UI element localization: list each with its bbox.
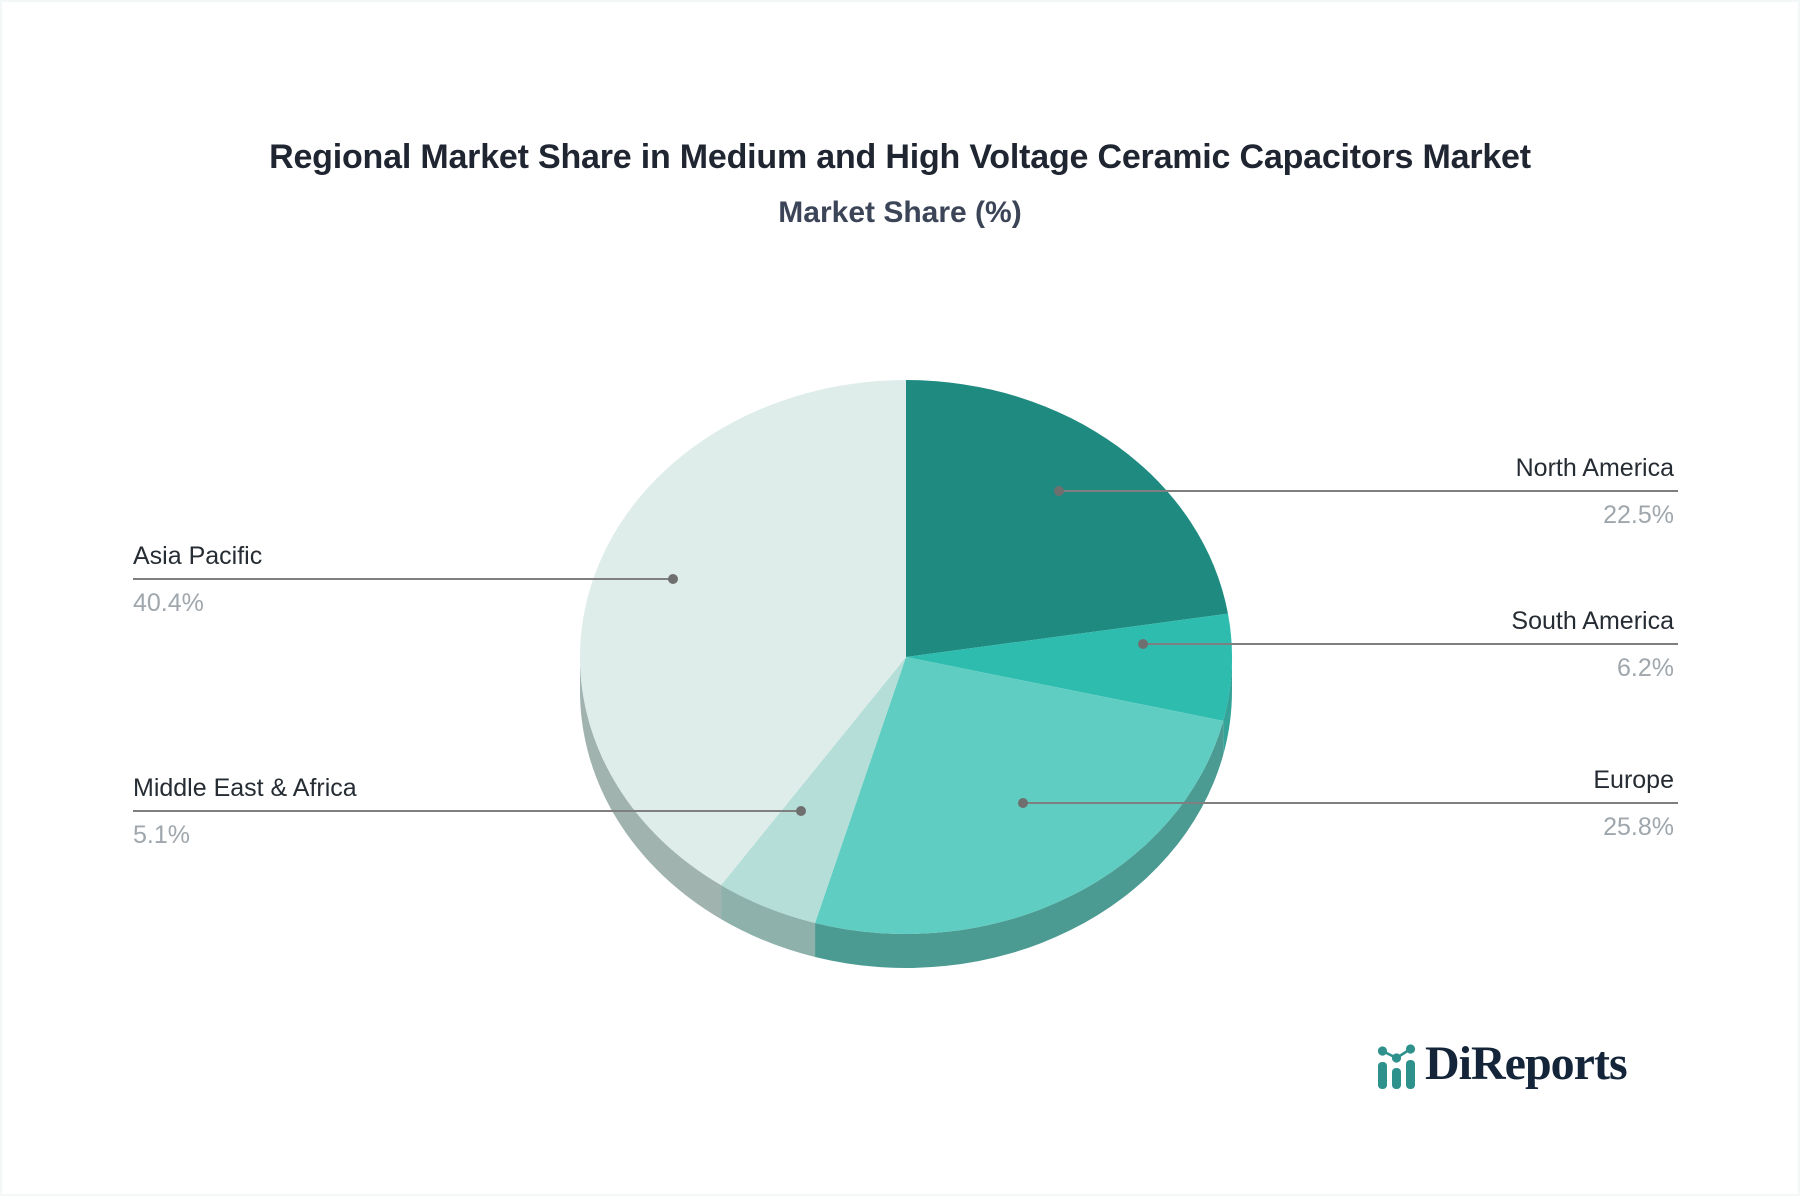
pie-slice-side-europe: [815, 720, 1224, 968]
brand-logo-text: DiReports: [1425, 1037, 1628, 1090]
pie-slice-side-asia-pacific: [580, 657, 722, 920]
pie-slice-middle-east-africa: [721, 657, 906, 924]
leader-dot-north-america: [1054, 486, 1064, 496]
pie-slice-side-middle-east-africa: [721, 885, 816, 958]
slice-value-middle-east-africa: 5.1%: [133, 821, 190, 849]
slice-value-north-america: 22.5%: [1603, 501, 1674, 529]
slice-label-europe: Europe: [1593, 766, 1674, 794]
pie-slice-south-america: [906, 613, 1232, 721]
brand-logo: DiReports: [1378, 1037, 1628, 1090]
pie-slice-europe: [815, 657, 1224, 934]
chart-subtitle: Market Share (%): [778, 196, 1022, 229]
leader-dot-middle-east-africa: [796, 806, 806, 816]
slice-value-south-america: 6.2%: [1617, 654, 1674, 682]
slice-value-asia-pacific: 40.4%: [133, 589, 204, 617]
slice-label-south-america: South America: [1511, 607, 1674, 635]
leader-dot-asia-pacific: [668, 574, 678, 584]
leader-dot-south-america: [1138, 639, 1148, 649]
pie-slice-north-america: [906, 380, 1228, 657]
slice-label-middle-east-africa: Middle East & Africa: [133, 774, 357, 802]
slice-label-north-america: North America: [1515, 454, 1674, 482]
mini-chart-logo-icon: [1378, 1044, 1416, 1089]
slice-label-asia-pacific: Asia Pacific: [133, 542, 263, 570]
chart-title: Regional Market Share in Medium and High…: [269, 138, 1531, 176]
pie-slice-asia-pacific: [579, 380, 906, 886]
slice-value-europe: 25.8%: [1603, 813, 1674, 841]
leader-dot-europe: [1018, 798, 1028, 808]
pie-slice-side-south-america: [1223, 657, 1232, 755]
